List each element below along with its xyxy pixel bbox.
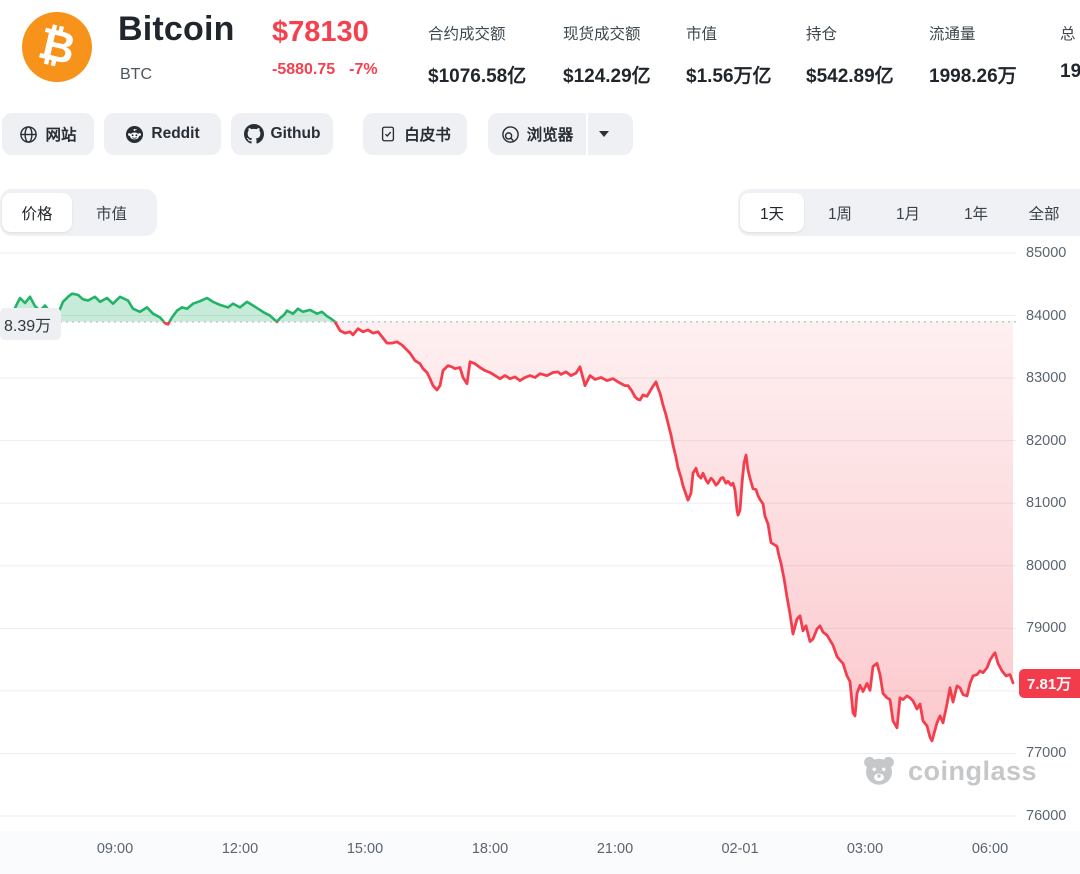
stat-value: $124.29亿	[563, 66, 651, 87]
range-0[interactable]: 1天	[740, 193, 804, 232]
y-axis-label-76000: 76000	[1026, 808, 1067, 824]
link-button-whitepaper[interactable]: 白皮书	[363, 113, 467, 155]
range-1[interactable]: 1周	[827, 205, 853, 223]
last-price-badge: 7.81万	[1019, 669, 1080, 699]
coinglass-watermark: coinglass	[860, 752, 1037, 790]
stat-label: 现货成交额	[563, 26, 641, 43]
x-axis-label-06:00: 06:00	[971, 841, 1009, 857]
range-2[interactable]: 1月	[895, 205, 921, 223]
x-axis-label-15:00: 15:00	[346, 841, 384, 857]
globe-icon	[19, 125, 38, 144]
link-dropdown-toggle[interactable]	[586, 113, 620, 155]
coin-change-pct: -7%	[349, 61, 378, 78]
stat-1: 现货成交额 $124.29亿	[563, 22, 651, 88]
github-icon	[243, 124, 264, 144]
x-axis-label-18:00: 18:00	[471, 841, 509, 857]
tab-1[interactable]: 市值	[95, 205, 127, 223]
y-axis-label-81000: 81000	[1026, 495, 1067, 512]
stat-3: 持仓 $542.89亿	[806, 22, 894, 88]
link-button-label: Github	[270, 125, 321, 142]
link-button-reddit[interactable]: Reddit	[104, 113, 221, 155]
x-axis-label-21:00: 21:00	[596, 841, 634, 857]
stat-label: 持仓	[806, 26, 838, 43]
caret-down-icon	[599, 131, 610, 137]
link-button-label: 浏览器	[526, 127, 574, 144]
stat-2: 市值 $1.56万亿	[686, 22, 772, 88]
chart-type-tabs: 价格 市值	[0, 189, 157, 236]
coinglass-watermark-text: coinglass	[908, 755, 1038, 786]
time-range-tabs: 1天 1周 1月 1年 全部	[738, 189, 1080, 236]
reddit-icon	[125, 125, 144, 144]
stat-4: 流通量 1998.26万	[929, 22, 1017, 88]
range-4[interactable]: 全部	[1028, 205, 1060, 223]
browser-icon	[501, 125, 520, 144]
x-axis-label-12:00: 12:00	[221, 841, 259, 857]
stat-value: 19	[1060, 61, 1080, 82]
y-axis-label-79000: 79000	[1026, 620, 1067, 637]
x-axis-strip	[0, 831, 1080, 874]
link-button-globe[interactable]: 网站	[2, 113, 94, 155]
link-button-github[interactable]: Github	[231, 113, 333, 155]
coin-name: Bitcoin	[118, 10, 235, 48]
y-axis-label-85000: 85000	[1026, 245, 1067, 261]
baseline-price-tag: 8.39万	[0, 307, 62, 340]
coin-change-abs: -5880.75	[272, 61, 336, 78]
link-button-label: Reddit	[151, 125, 200, 142]
stat-0: 合约成交额 $1076.58亿	[428, 22, 526, 88]
link-button-label: 白皮书	[404, 127, 451, 144]
coin-change: -5880.75 -7%	[272, 61, 378, 79]
link-button-browser[interactable]: 浏览器	[488, 113, 633, 155]
bitcoin-logo-icon: ₿	[22, 12, 92, 82]
stat-label: 流通量	[929, 26, 976, 43]
tab-0[interactable]: 价格	[2, 193, 72, 232]
stat-label: 总	[1060, 26, 1076, 43]
stat-value: $1.56万亿	[686, 66, 772, 87]
y-axis-label-80000: 80000	[1026, 557, 1067, 574]
whitepaper-icon	[379, 125, 397, 143]
stat-value: 1998.26万	[929, 66, 1017, 87]
range-3[interactable]: 1年	[963, 205, 989, 223]
y-axis-label-82000: 82000	[1026, 432, 1067, 449]
x-axis-label-03:00: 03:00	[846, 841, 884, 857]
y-axis-label-77000: 77000	[1026, 745, 1067, 762]
stat-value: $542.89亿	[806, 66, 894, 87]
stat-value: $1076.58亿	[428, 66, 527, 87]
y-axis-label-84000: 84000	[1026, 307, 1067, 324]
y-axis-label-83000: 83000	[1026, 370, 1067, 387]
stat-label: 市值	[686, 26, 718, 43]
x-axis-label-09:00: 09:00	[96, 841, 134, 857]
link-button-label: 网站	[45, 127, 77, 144]
coin-price: $78130	[272, 16, 369, 48]
stat-label: 合约成交额	[428, 26, 506, 43]
stat-5: 总 19	[1060, 22, 1080, 83]
coin-symbol: BTC	[120, 66, 152, 83]
coinglass-bear-icon	[864, 756, 894, 785]
x-axis-label-02-01: 02-01	[721, 841, 759, 857]
